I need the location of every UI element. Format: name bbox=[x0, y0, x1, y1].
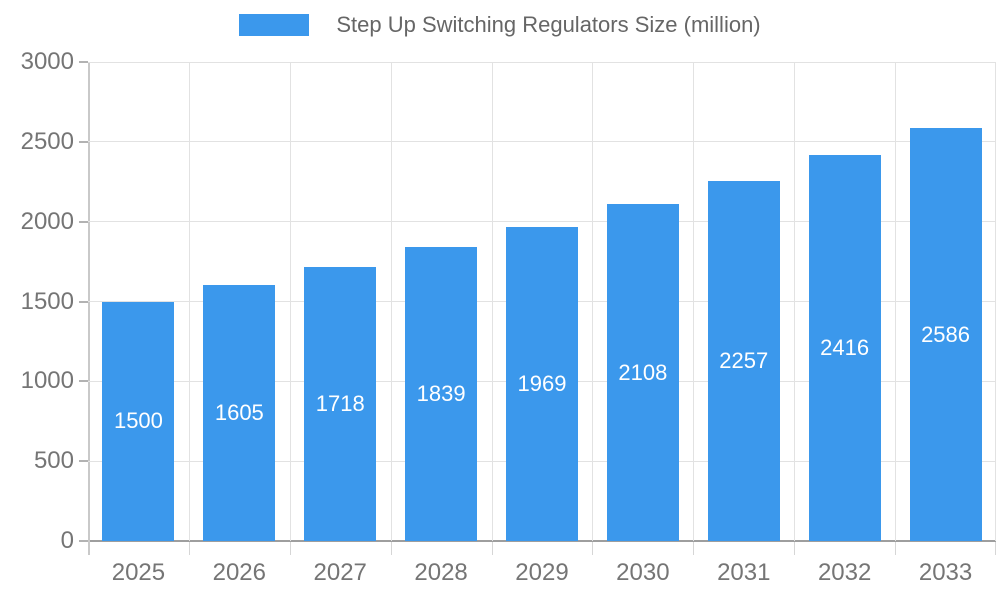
x-axis-tick bbox=[289, 542, 291, 555]
gridline-vertical bbox=[592, 62, 594, 541]
x-tick-label: 2029 bbox=[515, 559, 569, 586]
gridline-vertical bbox=[995, 62, 996, 541]
gridline-horizontal bbox=[88, 61, 996, 63]
gridline-vertical bbox=[794, 62, 796, 541]
x-axis-tick bbox=[592, 542, 594, 555]
legend-label: Step Up Switching Regulators Size (milli… bbox=[336, 12, 761, 37]
y-tick-label: 2500 bbox=[20, 127, 74, 155]
bar-2031[interactable]: 2257 bbox=[707, 180, 780, 541]
y-axis-tick bbox=[79, 220, 88, 223]
y-tick-label: 3000 bbox=[20, 48, 74, 75]
x-axis-tick bbox=[895, 542, 897, 555]
gridline-vertical bbox=[895, 62, 897, 541]
x-axis-line bbox=[80, 540, 996, 542]
y-tick-label: 1500 bbox=[20, 287, 74, 315]
bar-value-label: 2586 bbox=[921, 321, 971, 347]
x-tick-label: 2027 bbox=[313, 559, 367, 586]
legend-item-series[interactable]: Step Up Switching Regulators Size (milli… bbox=[239, 12, 761, 38]
y-axis-tick bbox=[79, 140, 88, 143]
bar-2029[interactable]: 1969 bbox=[506, 226, 578, 541]
bar-2033[interactable]: 2586 bbox=[909, 128, 982, 541]
x-tick-label: 2030 bbox=[616, 559, 670, 586]
gridline-vertical bbox=[188, 62, 190, 541]
plot-area: 1500 1605 1718 1839 1969 2108 2257 2416 2586 bbox=[88, 61, 996, 541]
bar-value-label: 2257 bbox=[719, 347, 769, 373]
y-tick-label: 2000 bbox=[20, 207, 74, 235]
y-axis-tick bbox=[79, 460, 88, 463]
bar-value-label: 1718 bbox=[315, 390, 365, 416]
gridline-vertical bbox=[491, 62, 493, 541]
y-axis-tick bbox=[79, 61, 88, 63]
bar-value-label: 2108 bbox=[618, 359, 668, 385]
y-tick-label: 500 bbox=[33, 447, 74, 475]
gridline-vertical bbox=[289, 62, 291, 541]
bar-value-label: 1605 bbox=[214, 399, 264, 425]
x-tick-label: 2031 bbox=[717, 559, 771, 586]
y-tick-label: 1000 bbox=[20, 367, 74, 395]
x-axis-tick bbox=[693, 542, 695, 555]
gridline-vertical bbox=[693, 62, 695, 541]
bar-2025[interactable]: 1500 bbox=[102, 301, 175, 541]
y-tick-label: 0 bbox=[60, 527, 74, 554]
x-axis-tick bbox=[794, 542, 796, 555]
bar-2026[interactable]: 1605 bbox=[203, 284, 276, 541]
x-axis-tick bbox=[491, 542, 493, 555]
y-axis-tick bbox=[79, 300, 88, 303]
x-tick-label: 2026 bbox=[212, 559, 266, 586]
x-axis-tick bbox=[188, 542, 190, 555]
bar-2030[interactable]: 2108 bbox=[606, 204, 679, 541]
bar-value-label: 1839 bbox=[416, 381, 466, 407]
chart-legend: Step Up Switching Regulators Size (milli… bbox=[0, 12, 1000, 38]
gridline-vertical bbox=[390, 62, 392, 541]
x-tick-label: 2025 bbox=[111, 559, 166, 586]
bar-value-label: 2416 bbox=[820, 335, 870, 361]
bar-value-label: 1969 bbox=[517, 370, 567, 396]
gridline-horizontal bbox=[88, 221, 996, 223]
y-axis-tick bbox=[79, 540, 88, 542]
bar-2027[interactable]: 1718 bbox=[304, 266, 377, 541]
x-axis-tick bbox=[390, 542, 392, 555]
gridline-horizontal bbox=[88, 141, 996, 143]
x-tick-label: 2032 bbox=[817, 559, 872, 586]
x-tick-label: 2033 bbox=[918, 559, 973, 586]
y-axis-line bbox=[88, 62, 90, 555]
bar-2028[interactable]: 1839 bbox=[405, 247, 478, 541]
bar-value-label: 1500 bbox=[113, 408, 163, 434]
x-axis-tick bbox=[995, 542, 996, 555]
legend-swatch bbox=[239, 14, 310, 36]
bar-2032[interactable]: 2416 bbox=[808, 155, 881, 541]
x-tick-label: 2028 bbox=[414, 559, 468, 586]
y-axis-tick bbox=[79, 380, 88, 383]
